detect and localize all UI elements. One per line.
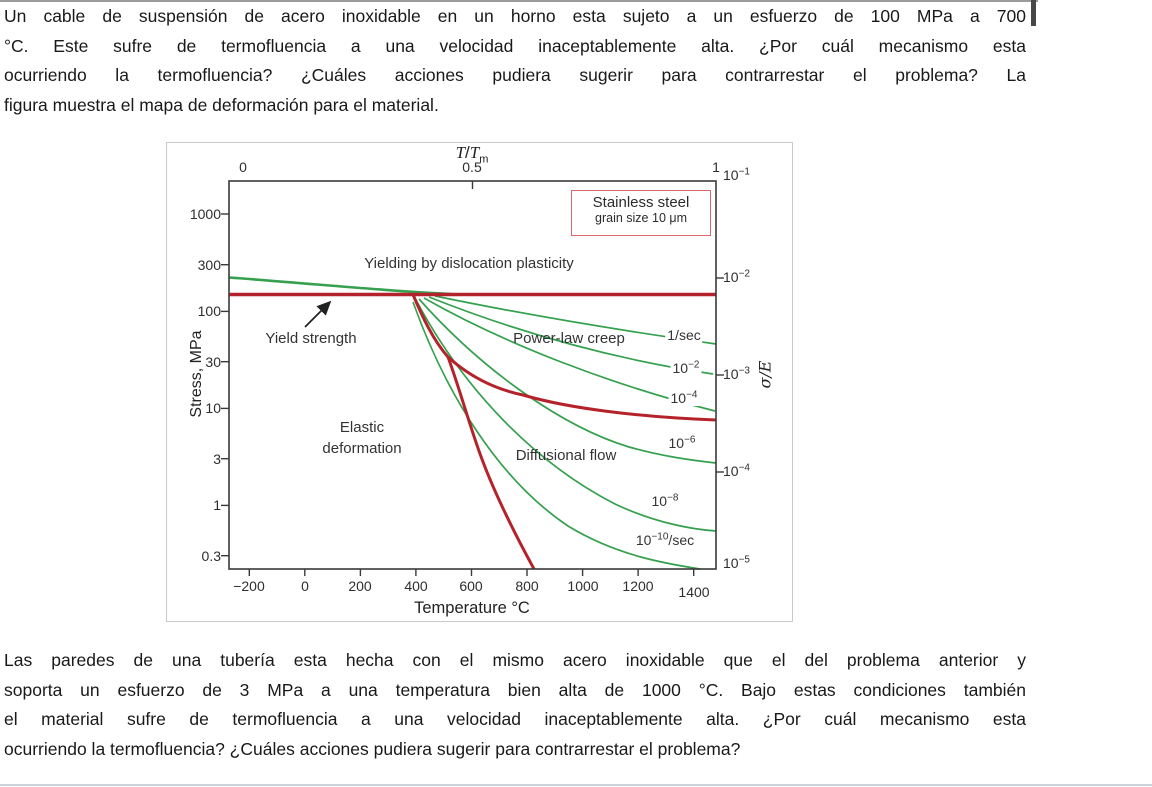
left-tick-1: 1: [213, 497, 221, 513]
top-tick-0: 0: [239, 159, 247, 175]
paragraph-1-line-4: figura muestra el mapa de deformación pa…: [4, 94, 439, 115]
contour-0-pre: 1/sec: [667, 327, 701, 343]
legend-grain-size: grain size 10 μm: [595, 211, 687, 225]
bottom-tick-200: 200: [348, 578, 372, 594]
bottom-tick-m200: −200: [233, 578, 265, 594]
left-tick-1000: 1000: [189, 206, 221, 222]
region-label-elastic-line1: Elastic: [339, 419, 385, 436]
paragraph-2-line-2: soporta un esfuerzo de 3 MPa a una tempe…: [4, 679, 1026, 700]
contour-label-1persec: 1/sec: [665, 327, 703, 343]
right-tick-1e-5-base: 10: [723, 555, 739, 571]
top-tick-05: 0.5: [462, 159, 482, 175]
contour-1-exp: −2: [688, 359, 700, 371]
left-tick-3: 3: [213, 451, 221, 467]
contour-1-base: 10: [672, 360, 689, 376]
bottom-tick-1000: 1000: [567, 578, 599, 594]
right-tick-1e-1: 10−1: [723, 167, 775, 183]
left-tick-30: 30: [205, 354, 221, 370]
left-tick-03: 0.3: [201, 548, 221, 564]
paragraph-2-line-3: el material sufre de termofluencia a una…: [4, 709, 1026, 730]
region-label-yielding: Yielding by dislocation plasticity: [364, 255, 574, 272]
left-tick-300: 300: [197, 257, 221, 273]
paragraph-2-line-1: Las paredes de una tubería esta hecha co…: [4, 650, 1026, 670]
right-tick-1e-5: 10−5: [723, 555, 775, 571]
right-tick-1e-4-base: 10: [723, 463, 739, 479]
region-label-elastic-deformation: Elastic deformation: [302, 417, 422, 459]
right-tick-1e-4: 10−4: [723, 463, 775, 479]
axis-tick-marks: [221, 181, 724, 576]
top-axis-title-sep: /: [465, 143, 470, 162]
contour-2-base: 10: [670, 390, 687, 406]
problem-paragraph-2: Las paredes de una tubería esta hecha co…: [4, 646, 1026, 764]
yield-strength-curve: [228, 276, 452, 296]
contour-label-1e-10persec: 10−10/sec: [633, 531, 697, 548]
region-label-power-law-creep: Power-law creep: [513, 330, 625, 347]
contour-2-exp: −4: [686, 389, 698, 401]
right-tick-1e-2: 10−2: [723, 269, 775, 285]
problem-paragraph-1: Un cable de suspensión de acero inoxidab…: [4, 2, 1026, 120]
region-label-yield-strength: Yield strength: [265, 330, 357, 347]
right-tick-1e-2-exp: −2: [738, 268, 750, 280]
region-label-elastic-line2: deformation: [322, 440, 402, 457]
right-tick-1e-5-exp: −5: [738, 554, 750, 566]
contour-label-1e-8: 10−8: [649, 492, 681, 509]
contour-label-1e-6: 10−6: [666, 434, 698, 451]
bottom-tick-1200: 1200: [622, 578, 654, 594]
elastic-boundary-curve: [411, 293, 536, 570]
contour-3-exp: −6: [684, 434, 696, 446]
contour-4-exp: −8: [667, 492, 679, 504]
right-tick-1e-4-exp: −4: [738, 462, 750, 474]
right-tick-1e-1-exp: −1: [738, 166, 750, 178]
top-axis-title-T2: T: [469, 143, 480, 162]
top-page-rule: [0, 0, 1038, 2]
bottom-tick-1400: 1400: [678, 584, 710, 600]
bottom-tick-800: 800: [515, 578, 539, 594]
top-axis-title: T/Tm: [422, 143, 522, 166]
right-tick-1e-3: 10−3: [723, 366, 775, 382]
bottom-tick-0: 0: [301, 578, 309, 594]
bottom-page-rule: [0, 784, 1152, 786]
deformation-map-figure: T/Tm 0 0.5 1 Stress, MPa 1000 300 100 30…: [166, 142, 793, 622]
left-tick-100: 100: [197, 303, 221, 319]
right-tick-1e-2-base: 10: [723, 269, 739, 285]
deformation-map-plot: [221, 180, 724, 576]
top-axis-title-sub: m: [479, 153, 489, 166]
contour-3-base: 10: [668, 435, 685, 451]
yield-strength-arrow: [304, 300, 332, 328]
top-page-rule-cap: [1031, 0, 1036, 26]
contour-4-base: 10: [651, 493, 668, 509]
bottom-axis-title: Temperature °C: [414, 599, 530, 617]
right-tick-1e-3-base: 10: [723, 366, 739, 382]
contour-label-1e-4: 10−4: [668, 389, 700, 406]
paragraph-1-line-3: ocurriendo la termofluencia? ¿Cuáles acc…: [4, 65, 1026, 86]
top-tick-1: 1: [712, 159, 720, 175]
right-tick-1e-3-exp: −3: [738, 365, 750, 377]
mechanism-boundaries: [229, 292, 717, 570]
left-axis-title: Stress, MPa: [188, 330, 205, 418]
region-label-diffusional-flow: Diffusional flow: [515, 447, 617, 464]
contour-5-exp: −10: [651, 531, 669, 543]
contour-label-1e-2: 10−2: [670, 359, 702, 376]
contour-5-base: 10: [635, 532, 652, 548]
legend-box: Stainless steel grain size 10 μm: [571, 190, 711, 236]
paragraph-1-line-1: Un cable de suspensión de acero inoxidab…: [4, 6, 1026, 26]
bottom-tick-400: 400: [404, 578, 428, 594]
left-tick-10: 10: [205, 400, 221, 416]
bottom-tick-600: 600: [459, 578, 483, 594]
power-law-diffusional-boundary: [446, 355, 717, 422]
paragraph-2-line-4: ocurriendo la termofluencia? ¿Cuáles acc…: [4, 738, 741, 759]
top-axis-title-T1: T: [455, 143, 466, 162]
legend-material: Stainless steel: [592, 194, 690, 211]
right-tick-1e-1-base: 10: [723, 167, 739, 183]
paragraph-1-line-2: °C. Este sufre de termofluencia a una ve…: [4, 35, 1026, 56]
contour-5-suf: /sec: [668, 532, 695, 548]
